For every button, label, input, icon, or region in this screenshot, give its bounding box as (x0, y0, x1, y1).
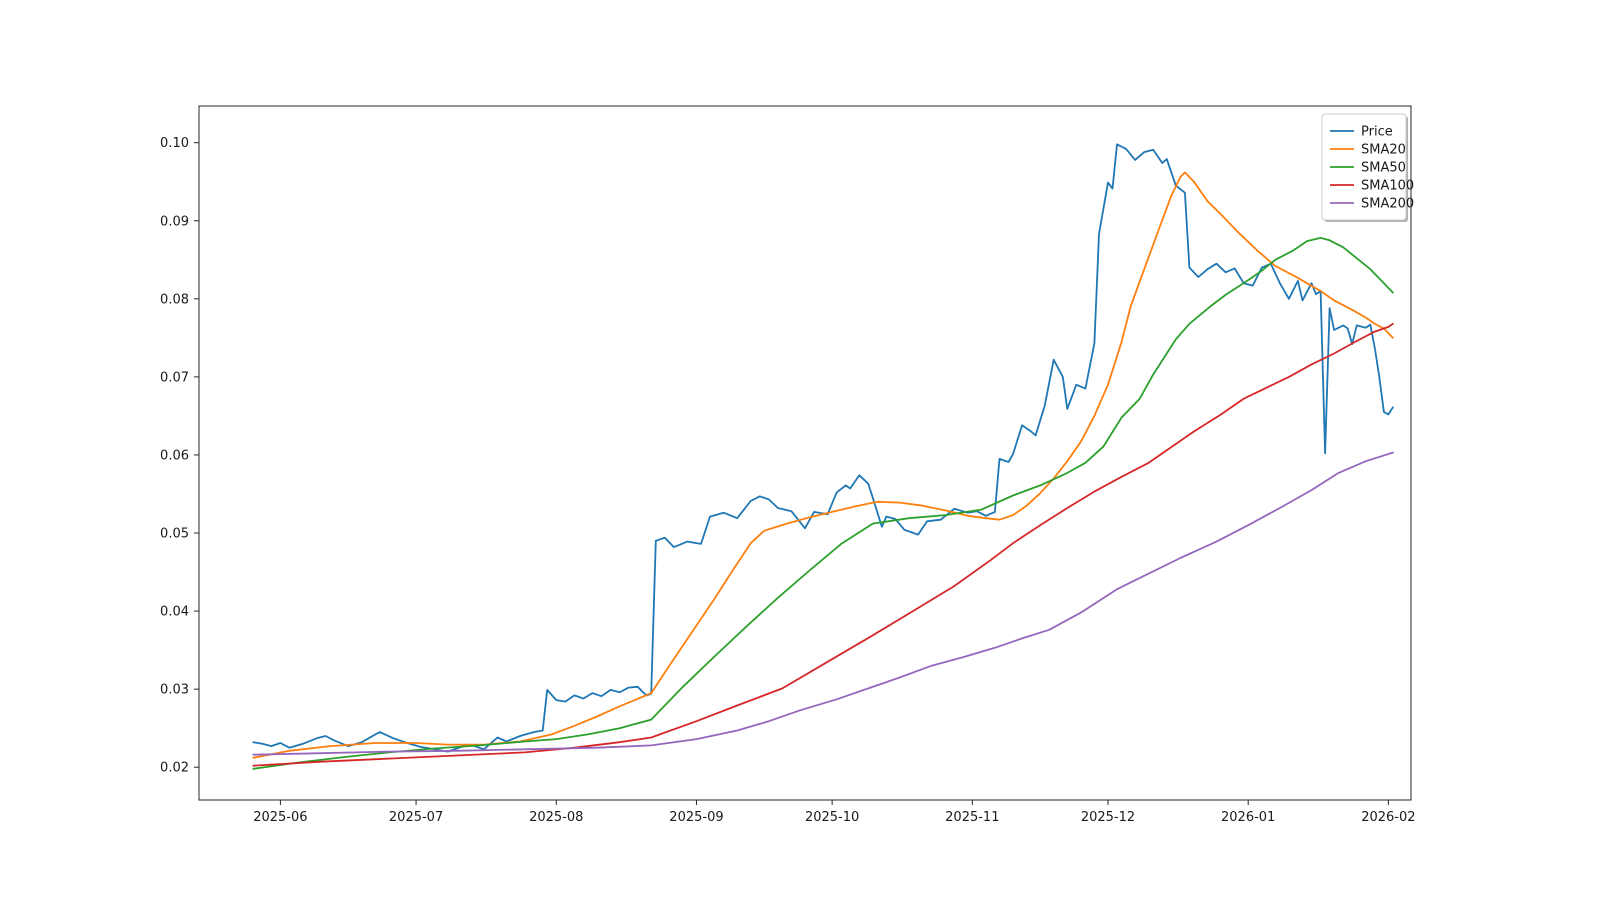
legend-label-sma200: SMA200 (1361, 197, 1414, 212)
x-tick-label: 2025-09 (669, 810, 723, 825)
sma100-line (252, 322, 1394, 767)
legend-item-sma20: SMA20 (1330, 143, 1406, 158)
sma200-line (252, 451, 1394, 756)
price-line (252, 143, 1394, 753)
sma20-line (252, 171, 1394, 759)
y-tick-label: 0.08 (160, 292, 189, 307)
x-tick-label: 2026-01 (1221, 810, 1275, 825)
x-tick-label: 2026-02 (1361, 810, 1415, 825)
legend-item-sma200: SMA200 (1330, 197, 1414, 212)
axes-spines (198, 105, 1412, 801)
x-tick-label: 2025-11 (945, 810, 999, 825)
legend-label-sma50: SMA50 (1361, 161, 1406, 176)
legend-label-price: Price (1361, 125, 1393, 140)
legend-item-sma100: SMA100 (1330, 179, 1414, 194)
y-tick-label: 0.09 (160, 214, 189, 229)
x-tick-label: 2025-10 (805, 810, 859, 825)
plot-border (198, 105, 1412, 801)
chart-series (252, 143, 1394, 770)
legend: Price SMA20 SMA50 SMA100 SMA200 (1321, 113, 1414, 222)
y-tick-label: 0.05 (160, 527, 189, 542)
sma50-line (252, 236, 1394, 770)
y-tick-label: 0.07 (160, 370, 189, 385)
axis-ticks: 0.02 0.03 0.04 0.05 0.06 0.07 0.08 0.09 0.10 2025… (160, 136, 1416, 825)
legend-item-sma50: SMA50 (1330, 161, 1406, 176)
y-tick-label: 0.03 (160, 683, 189, 698)
legend-label-sma20: SMA20 (1361, 143, 1406, 158)
y-tick-label: 0.10 (160, 136, 189, 151)
legend-item-price: Price (1330, 125, 1393, 140)
y-tick-label: 0.04 (160, 605, 189, 620)
x-tick-label: 2025-06 (253, 810, 307, 825)
x-tick-label: 2025-07 (389, 810, 443, 825)
y-tick-label: 0.02 (160, 761, 189, 776)
legend-box (1321, 113, 1407, 221)
y-tick-label: 0.06 (160, 448, 189, 463)
x-tick-label: 2025-08 (529, 810, 583, 825)
x-tick-label: 2025-12 (1081, 810, 1135, 825)
legend-label-sma100: SMA100 (1361, 179, 1414, 194)
